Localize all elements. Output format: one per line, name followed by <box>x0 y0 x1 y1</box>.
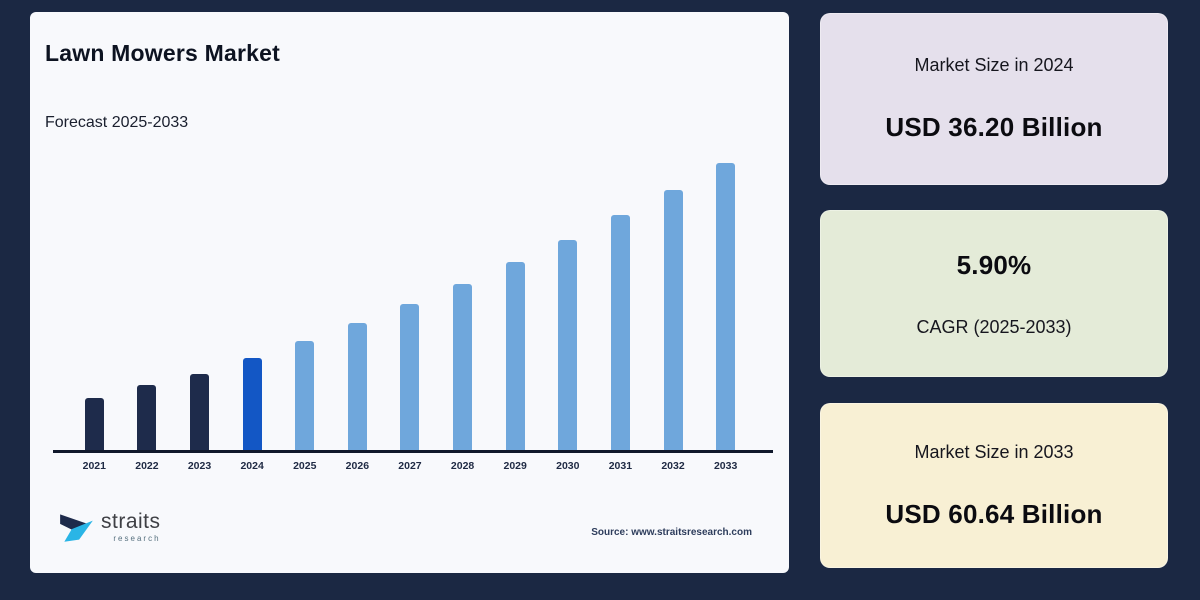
card-value: USD 60.64 Billion <box>885 498 1103 529</box>
card-value: USD 36.20 Billion <box>885 112 1103 142</box>
x-axis-line <box>53 450 773 453</box>
bar-column-2028 <box>436 284 489 452</box>
market-size-2033-card: Market Size in 2033 USD 60.64 Billion <box>820 403 1168 568</box>
brand-subname: research <box>113 534 161 543</box>
x-tick-2028: 2028 <box>450 460 475 472</box>
bar-column-2032 <box>647 190 700 452</box>
x-tick-2023: 2023 <box>187 460 212 472</box>
bar-column-2033 <box>699 163 752 452</box>
chart-panel: Lawn Mowers Market Forecast 2025-2033 20… <box>30 12 789 573</box>
x-tick-2029: 2029 <box>503 460 527 472</box>
bar-column-2024 <box>226 358 279 452</box>
plot-area <box>68 152 752 452</box>
bar-2021 <box>84 398 104 452</box>
bar-2032 <box>663 190 683 452</box>
x-tick-2033: 2033 <box>713 460 738 472</box>
bar-2025 <box>295 341 315 452</box>
x-tick-2027: 2027 <box>398 460 422 472</box>
x-tick-2026: 2026 <box>345 460 370 472</box>
market-size-2024-card: Market Size in 2024 USD 36.20 Billion <box>820 13 1168 185</box>
source-attribution: Source: www.straitsresearch.com <box>591 527 752 538</box>
bar-2023 <box>190 374 210 452</box>
chart-subtitle: Forecast 2025-2033 <box>45 114 189 131</box>
bar-column-2029 <box>489 262 542 452</box>
bar-column-2030 <box>541 240 594 452</box>
x-tick-2022: 2022 <box>135 460 159 472</box>
x-tick-2032: 2032 <box>661 460 685 472</box>
x-tick-2025: 2025 <box>293 460 317 472</box>
card-label: Market Size in 2024 <box>914 55 1074 75</box>
bar-column-2023 <box>173 374 226 452</box>
chart-title: Lawn Mowers Market <box>45 40 280 66</box>
bar-column-2031 <box>594 215 647 452</box>
card-value: 5.90% <box>956 249 1032 280</box>
straits-logo: straits research <box>58 508 161 546</box>
bar-2024 <box>242 358 262 452</box>
bar-column-2026 <box>331 323 384 452</box>
bar-column-2022 <box>121 385 174 452</box>
bar-column-2025 <box>278 341 331 452</box>
x-tick-2031: 2031 <box>608 460 633 472</box>
bar-column-2027 <box>384 304 437 452</box>
x-tick-2024: 2024 <box>240 460 264 472</box>
cagr-card: 5.90% CAGR (2025-2033) <box>820 210 1168 377</box>
bar-2022 <box>137 385 157 452</box>
bar-2026 <box>347 323 367 452</box>
x-tick-2030: 2030 <box>556 460 580 472</box>
card-label: CAGR (2025-2033) <box>916 316 1072 337</box>
card-label: Market Size in 2033 <box>914 441 1074 462</box>
bar-column-2021 <box>68 398 121 452</box>
bar-2033 <box>716 163 736 452</box>
bar-2029 <box>505 262 525 452</box>
bar-2031 <box>610 215 630 452</box>
bar-2028 <box>453 284 473 452</box>
x-tick-2021: 2021 <box>82 460 106 472</box>
bar-2030 <box>558 240 578 452</box>
straits-logo-icon <box>60 514 93 542</box>
brand-name: straits <box>101 510 161 533</box>
x-axis-labels: 2021 2022 2023 2024 2025 2026 2027 2028 2029 2030… <box>68 460 752 472</box>
bar-2027 <box>400 304 420 452</box>
